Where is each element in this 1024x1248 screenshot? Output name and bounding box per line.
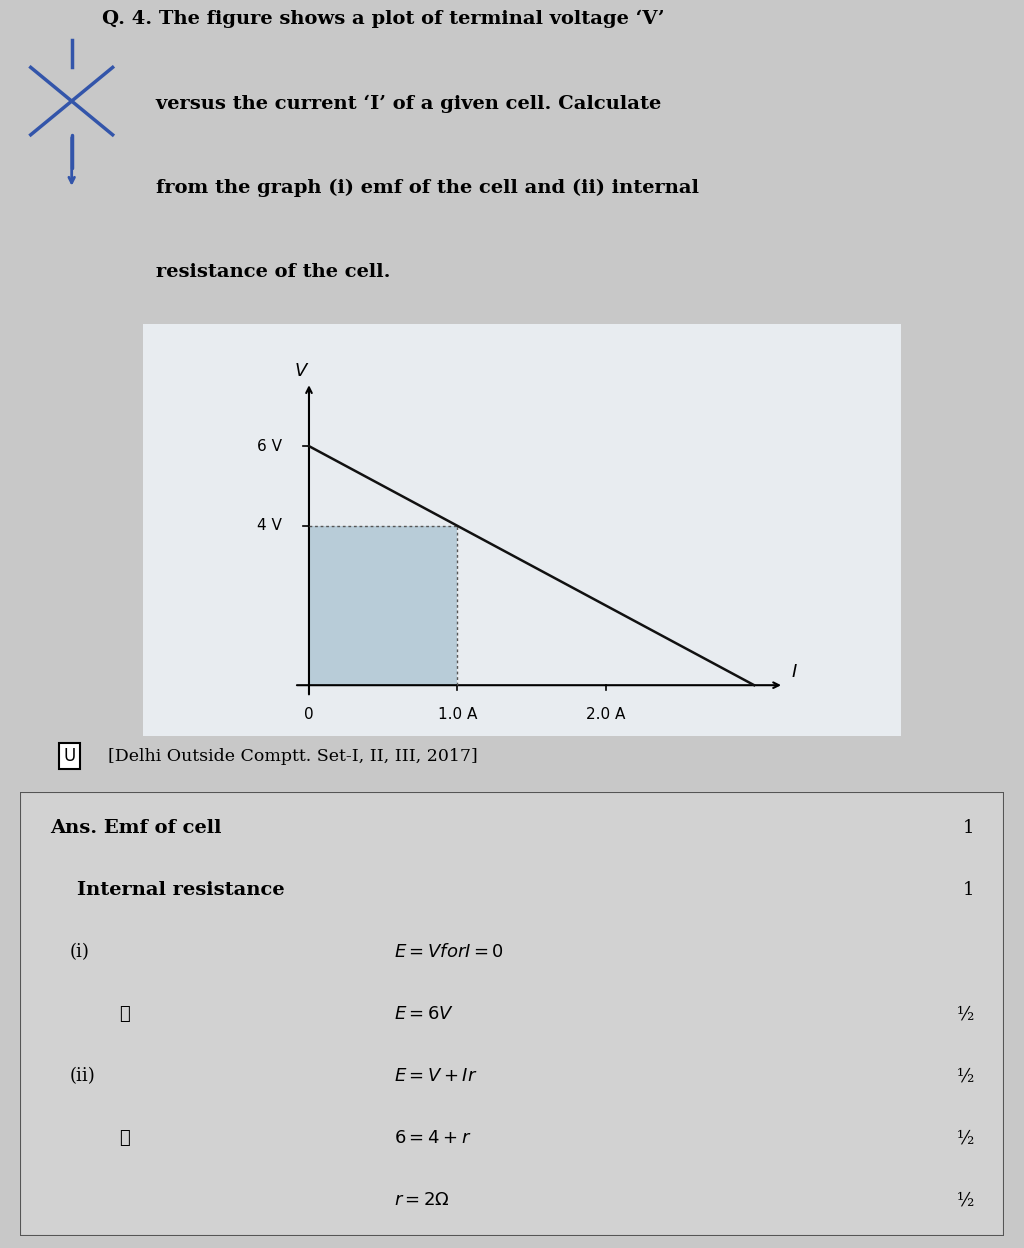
Text: Q. 4. The figure shows a plot of terminal voltage ‘V’: Q. 4. The figure shows a plot of termina… bbox=[102, 10, 665, 29]
Text: $E = V + Ir$: $E = V + Ir$ bbox=[394, 1067, 477, 1086]
Text: from the graph (i) emf of the cell and (ii) internal: from the graph (i) emf of the cell and (… bbox=[102, 178, 699, 197]
Text: (ii): (ii) bbox=[70, 1067, 95, 1086]
Text: $r = 2Ω$: $r = 2Ω$ bbox=[394, 1191, 450, 1209]
Text: 1: 1 bbox=[963, 881, 974, 899]
Text: $6 = 4 + r$: $6 = 4 + r$ bbox=[394, 1129, 471, 1147]
Text: ½: ½ bbox=[956, 1191, 974, 1209]
Text: resistance of the cell.: resistance of the cell. bbox=[102, 263, 391, 281]
Text: (i): (i) bbox=[70, 943, 89, 961]
Text: 1.0 A: 1.0 A bbox=[437, 708, 477, 723]
Text: $E = 6 V$: $E = 6 V$ bbox=[394, 1005, 455, 1023]
Text: $E = V for I = 0$: $E = V for I = 0$ bbox=[394, 943, 504, 961]
Text: [Delhi Outside Comptt. Set-I, II, III, 2017]: [Delhi Outside Comptt. Set-I, II, III, 2… bbox=[108, 748, 477, 765]
Text: $V$: $V$ bbox=[294, 362, 309, 381]
Text: versus the current ‘I’ of a given cell. Calculate: versus the current ‘I’ of a given cell. … bbox=[102, 95, 662, 112]
Text: ½: ½ bbox=[956, 1005, 974, 1023]
Text: $I$: $I$ bbox=[792, 663, 798, 681]
FancyBboxPatch shape bbox=[128, 316, 916, 745]
Text: ∴: ∴ bbox=[119, 1005, 129, 1023]
Text: Ans. Emf of cell: Ans. Emf of cell bbox=[50, 819, 221, 837]
Text: ½: ½ bbox=[956, 1067, 974, 1086]
Text: 6 V: 6 V bbox=[257, 438, 283, 453]
Text: 2.0 A: 2.0 A bbox=[586, 708, 626, 723]
Text: 0: 0 bbox=[304, 708, 313, 723]
Text: 4 V: 4 V bbox=[257, 518, 283, 533]
Text: ½: ½ bbox=[956, 1129, 974, 1147]
Text: 1: 1 bbox=[963, 819, 974, 837]
Text: U: U bbox=[63, 748, 76, 765]
Text: Internal resistance: Internal resistance bbox=[50, 881, 285, 899]
Polygon shape bbox=[309, 525, 458, 685]
Text: ∴: ∴ bbox=[119, 1129, 129, 1147]
